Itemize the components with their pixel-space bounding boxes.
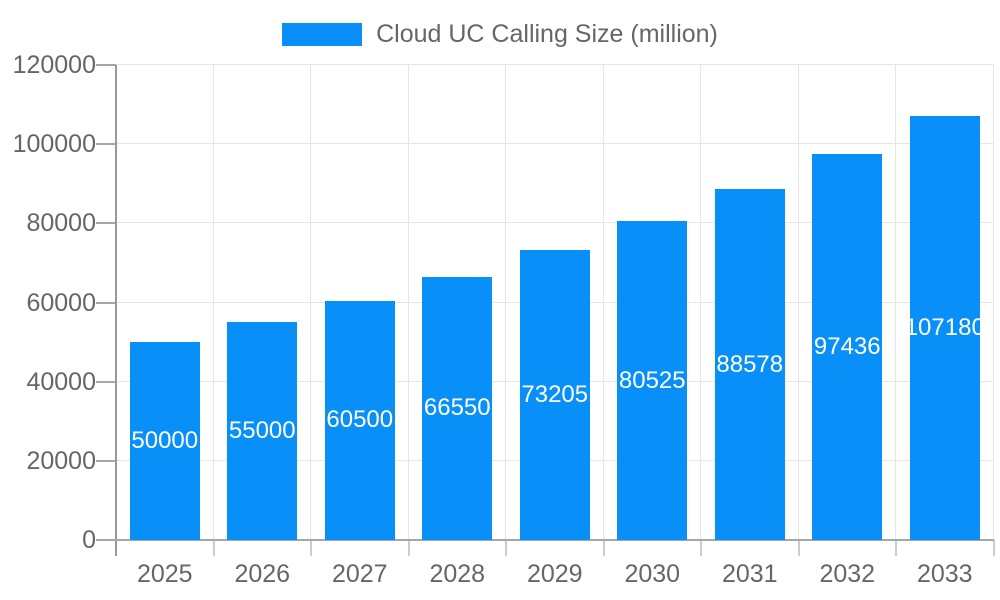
x-gridline bbox=[505, 65, 506, 540]
bar-2031 bbox=[714, 189, 785, 540]
y-tick-mark bbox=[96, 539, 116, 541]
y-tick-mark bbox=[96, 222, 116, 224]
x-axis-label: 2026 bbox=[234, 560, 291, 588]
bar-value-label: 80525 bbox=[618, 366, 686, 394]
x-tick-mark bbox=[603, 540, 605, 556]
y-axis-label: 120000 bbox=[12, 51, 96, 79]
y-axis-label: 40000 bbox=[26, 368, 96, 396]
chart-legend[interactable]: Cloud UC Calling Size (million) bbox=[0, 19, 1000, 49]
bar-value-label: 55000 bbox=[228, 417, 296, 445]
x-tick-mark bbox=[505, 540, 507, 556]
x-gridline bbox=[895, 65, 896, 540]
bar-value-label: 97436 bbox=[813, 333, 881, 361]
x-tick-mark bbox=[310, 540, 312, 556]
bar-2025 bbox=[129, 342, 200, 540]
x-axis-label: 2033 bbox=[916, 560, 973, 588]
x-axis-label: 2032 bbox=[819, 560, 876, 588]
x-tick-mark bbox=[798, 540, 800, 556]
y-gridline bbox=[116, 143, 994, 144]
x-gridline bbox=[408, 65, 409, 540]
y-axis-label: 60000 bbox=[26, 289, 96, 317]
bar-value-label: 50000 bbox=[131, 427, 199, 455]
x-axis-label: 2029 bbox=[526, 560, 583, 588]
y-axis-label: 20000 bbox=[26, 447, 96, 475]
x-tick-mark bbox=[993, 540, 995, 556]
x-gridline bbox=[700, 65, 701, 540]
x-gridline bbox=[993, 65, 994, 540]
y-tick-mark bbox=[96, 302, 116, 304]
y-tick-mark bbox=[96, 460, 116, 462]
x-axis-label: 2025 bbox=[136, 560, 193, 588]
y-tick-mark bbox=[96, 143, 116, 145]
y-axis-label: 100000 bbox=[12, 130, 96, 158]
x-axis-label: 2027 bbox=[331, 560, 388, 588]
x-tick-mark bbox=[408, 540, 410, 556]
x-gridline bbox=[603, 65, 604, 540]
y-tick-mark bbox=[96, 381, 116, 383]
bar-2029 bbox=[519, 250, 590, 540]
bar-2033 bbox=[909, 115, 980, 540]
y-axis-line bbox=[115, 65, 117, 556]
bar-2026 bbox=[227, 322, 298, 540]
bar-value-label: 66550 bbox=[423, 394, 491, 422]
bar-value-label: 60500 bbox=[326, 406, 394, 434]
x-axis-label: 2030 bbox=[624, 560, 681, 588]
x-gridline bbox=[213, 65, 214, 540]
x-gridline bbox=[798, 65, 799, 540]
bar-2032 bbox=[812, 154, 883, 540]
x-gridline bbox=[310, 65, 311, 540]
x-tick-mark bbox=[700, 540, 702, 556]
x-tick-mark bbox=[213, 540, 215, 556]
bar-2028 bbox=[422, 276, 493, 540]
legend-label[interactable]: Cloud UC Calling Size (million) bbox=[376, 20, 718, 48]
x-axis-label: 2031 bbox=[721, 560, 778, 588]
bar-value-label: 88578 bbox=[716, 350, 784, 378]
y-tick-mark bbox=[96, 64, 116, 66]
bar-value-label: 73205 bbox=[521, 381, 589, 409]
legend-swatch[interactable] bbox=[282, 22, 363, 46]
y-gridline bbox=[116, 64, 994, 65]
x-tick-mark bbox=[895, 540, 897, 556]
y-axis-label: 80000 bbox=[26, 209, 96, 237]
bar-2027 bbox=[324, 300, 395, 540]
y-axis-label: 0 bbox=[82, 526, 96, 554]
x-axis-label: 2028 bbox=[429, 560, 486, 588]
bar-2030 bbox=[617, 221, 688, 540]
bar-value-label: 107180 bbox=[904, 313, 985, 341]
